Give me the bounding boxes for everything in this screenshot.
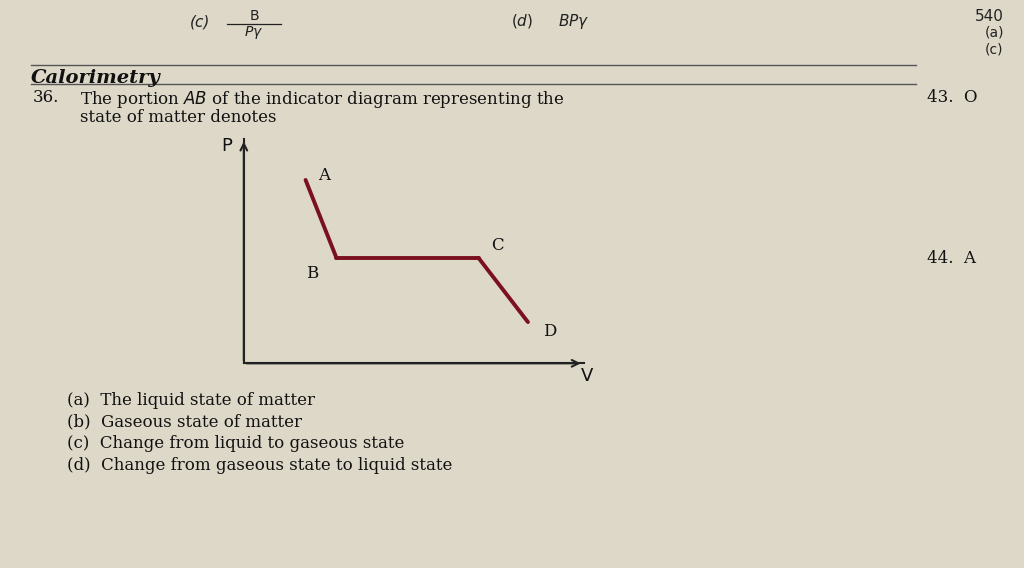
Text: 540: 540	[975, 9, 1004, 23]
Text: state of matter denotes: state of matter denotes	[80, 109, 276, 126]
Text: D: D	[543, 323, 556, 340]
Text: $(d)$: $(d)$	[511, 12, 534, 31]
Text: (c): (c)	[189, 14, 210, 29]
Text: 44.  A: 44. A	[927, 250, 976, 267]
Text: A: A	[318, 167, 330, 184]
Text: B: B	[249, 9, 259, 23]
Text: C: C	[490, 236, 504, 253]
Text: (d)  Change from gaseous state to liquid state: (d) Change from gaseous state to liquid …	[67, 457, 452, 474]
Text: V: V	[581, 367, 593, 385]
Text: (c)  Change from liquid to gaseous state: (c) Change from liquid to gaseous state	[67, 435, 403, 452]
Text: 43.  O: 43. O	[927, 89, 977, 106]
Text: P: P	[221, 136, 232, 154]
Text: 36.: 36.	[33, 89, 59, 106]
Text: The portion $AB$ of the indicator diagram representing the: The portion $AB$ of the indicator diagra…	[80, 89, 564, 110]
Text: (a)  The liquid state of matter: (a) The liquid state of matter	[67, 392, 314, 409]
Text: $BP\gamma$: $BP\gamma$	[558, 12, 589, 31]
Text: B: B	[305, 265, 317, 282]
Text: (a): (a)	[985, 26, 1005, 40]
Text: Calorimetry: Calorimetry	[31, 69, 161, 87]
Text: $P\gamma$: $P\gamma$	[245, 24, 263, 41]
Text: (b)  Gaseous state of matter: (b) Gaseous state of matter	[67, 414, 301, 431]
Text: (c): (c)	[985, 43, 1004, 57]
